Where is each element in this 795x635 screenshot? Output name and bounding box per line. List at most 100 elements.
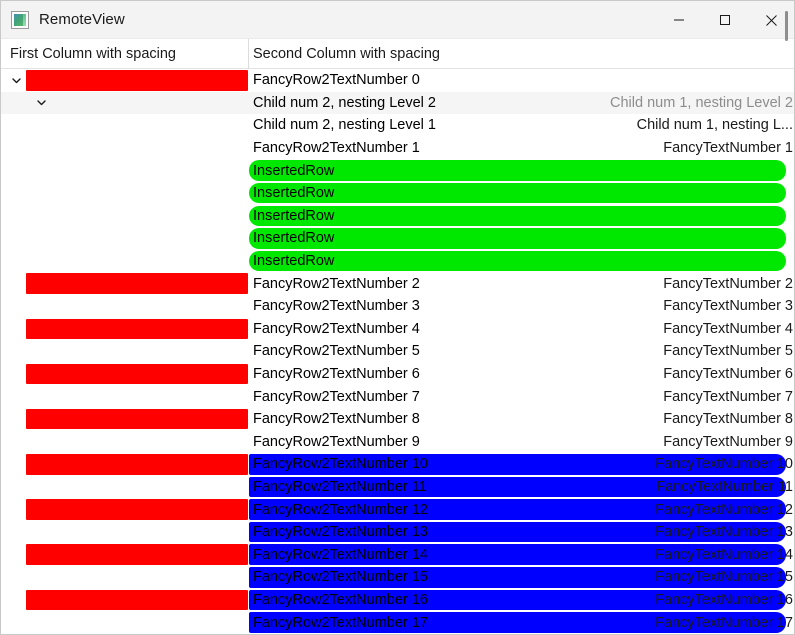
- row-highlight-col1: [26, 363, 248, 385]
- cell-col1: FancyTextNumber 5: [663, 343, 793, 360]
- row-highlight-col1: [26, 589, 248, 611]
- cell-col2: InsertedRow: [253, 253, 335, 270]
- cell-col2: InsertedRow: [253, 162, 335, 179]
- cell-col1: FancyTextNumber 0: [663, 72, 793, 89]
- app-icon-bar: [23, 13, 26, 26]
- cell-col2: FancyRow2TextNumber 2: [253, 275, 420, 292]
- cell-col1: FancyTextNumber 3: [663, 298, 793, 315]
- chevron-down-icon[interactable]: [34, 92, 48, 115]
- cell-col2: Child num 2, nesting Level 1: [253, 117, 436, 134]
- chevron-down-icon[interactable]: [9, 69, 23, 92]
- title-bar: RemoteView: [1, 1, 794, 39]
- cell-col2: FancyRow2TextNumber 1: [253, 140, 420, 157]
- table-row[interactable]: FancyTextNumber 4 FancyRow2TextNumber 4: [1, 318, 794, 341]
- cell-col2: Child num 2, nesting Level 2: [253, 94, 436, 111]
- cell-col2: FancyRow2TextNumber 15: [253, 569, 428, 586]
- table-row[interactable]: FancyTextNumber 1 FancyRow2TextNumber 1: [1, 137, 794, 160]
- cell-col1: FancyTextNumber 11: [656, 478, 793, 495]
- cell-col2: FancyRow2TextNumber 10: [253, 456, 428, 473]
- table-row[interactable]: FancyTextNumber 9 FancyRow2TextNumber 9: [1, 431, 794, 454]
- table-row[interactable]: FancyTextNumber 3 FancyRow2TextNumber 3: [1, 295, 794, 318]
- table-row[interactable]: FancyTextNumber 7 FancyRow2TextNumber 7: [1, 385, 794, 408]
- cell-col1: FancyTextNumber 7: [663, 388, 793, 405]
- app-icon-block: [14, 13, 23, 26]
- table-row[interactable]: FancyTextNumber 11 FancyRow2TextNumber 11: [1, 476, 794, 499]
- maximize-icon: [719, 14, 731, 26]
- table-row[interactable]: Child num 1, nesting Level 2 Child num 2,…: [1, 91, 794, 115]
- table-row[interactable]: FancyTextNumber 10 FancyRow2TextNumber 10: [1, 453, 794, 476]
- cell-col2: InsertedRow: [253, 230, 335, 247]
- column-header-first[interactable]: First Column with spacing: [10, 46, 176, 62]
- table-row[interactable]: FancyTextNumber 2 FancyRow2TextNumber 2: [1, 272, 794, 295]
- table-row[interactable]: FancyTextNumber 16 FancyRow2TextNumber 16: [1, 589, 794, 612]
- row-highlight-col2: [249, 250, 786, 272]
- row-highlight-col2: [249, 612, 786, 633]
- scrollbar-thumb[interactable]: [785, 11, 788, 41]
- table-row[interactable]: FancyTextNumber 8 FancyRow2TextNumber 8: [1, 408, 794, 431]
- cell-col1: FancyTextNumber 14: [655, 546, 793, 563]
- cell-col1: FancyTextNumber 8: [663, 411, 793, 428]
- cell-col2: InsertedRow: [253, 185, 335, 202]
- cell-col2: InsertedRow: [253, 207, 335, 224]
- cell-col1: FancyTextNumber 10: [655, 456, 793, 473]
- table-row[interactable]: InsertedRow: [1, 227, 794, 250]
- table-row[interactable]: InsertedRow: [1, 250, 794, 273]
- row-highlight-col2: [249, 544, 786, 565]
- minimize-icon: [673, 14, 685, 26]
- row-highlight-col2: [249, 589, 786, 611]
- row-highlight-col1: [26, 454, 248, 475]
- row-highlight-col2: [249, 228, 786, 249]
- cell-col2: FancyRow2TextNumber 12: [253, 501, 428, 518]
- cell-col1: FancyTextNumber 1: [663, 140, 793, 157]
- row-highlight-col1: [26, 499, 248, 520]
- close-icon: [765, 14, 778, 27]
- app-image-icon: [11, 10, 29, 29]
- cell-col1: FancyTextNumber 2: [663, 275, 793, 292]
- close-button[interactable]: [748, 1, 794, 39]
- cell-col2: FancyRow2TextNumber 8: [253, 411, 420, 428]
- row-highlight-col1: [26, 318, 248, 340]
- table-row[interactable]: Child num 1, nesting L... Child num 2, ne…: [1, 114, 794, 137]
- table-row[interactable]: FancyTextNumber 13 FancyRow2TextNumber 13: [1, 521, 794, 544]
- cell-col2: FancyRow2TextNumber 13: [253, 524, 428, 541]
- cell-col1: FancyTextNumber 16: [655, 591, 793, 608]
- cell-col2: FancyRow2TextNumber 7: [253, 388, 420, 405]
- table-row[interactable]: FancyTextNumber 14 FancyRow2TextNumber 14: [1, 543, 794, 566]
- row-highlight-col2: [249, 476, 786, 498]
- table-row[interactable]: FancyTextNumber 12 FancyRow2TextNumber 12: [1, 498, 794, 521]
- cell-col1: FancyTextNumber 6: [663, 366, 793, 383]
- cell-col1: Child num 1, nesting L...: [636, 117, 793, 134]
- row-highlight-col2: [249, 182, 786, 204]
- table-row[interactable]: FancyTextNumber 0 FancyRow2TextNumber 0: [1, 69, 794, 92]
- table-row[interactable]: FancyTextNumber 5 FancyRow2TextNumber 5: [1, 340, 794, 363]
- vertical-scrollbar[interactable]: [782, 3, 792, 632]
- table-row[interactable]: InsertedRow: [1, 182, 794, 205]
- row-highlight-col2: [249, 454, 786, 475]
- tree-list-body: FancyTextNumber 0 FancyRow2TextNumber 0 Ch…: [1, 69, 794, 634]
- row-highlight-col2: [249, 160, 786, 181]
- row-highlight-col2: [249, 521, 786, 543]
- row-highlight-col2: [249, 205, 786, 227]
- cell-col2: FancyRow2TextNumber 14: [253, 546, 428, 563]
- table-row[interactable]: FancyTextNumber 15 FancyRow2TextNumber 15: [1, 566, 794, 589]
- cell-col1: FancyTextNumber 4: [663, 320, 793, 337]
- row-highlight-col1: [26, 408, 248, 430]
- cell-col2: FancyRow2TextNumber 0: [253, 72, 420, 89]
- cell-col2: FancyRow2TextNumber 17: [253, 614, 428, 631]
- cell-col2: FancyRow2TextNumber 4: [253, 320, 420, 337]
- maximize-button[interactable]: [702, 1, 748, 39]
- cell-col1: FancyTextNumber 15: [655, 569, 793, 586]
- cell-col2: FancyRow2TextNumber 16: [253, 591, 428, 608]
- row-highlight-col2: [249, 567, 786, 588]
- column-header-row: First Column with spacing Second Column …: [1, 39, 794, 69]
- cell-col2: FancyRow2TextNumber 9: [253, 433, 420, 450]
- column-divider[interactable]: [248, 39, 249, 69]
- table-row[interactable]: InsertedRow: [1, 159, 794, 182]
- table-row[interactable]: FancyTextNumber 17 FancyRow2TextNumber 17: [1, 611, 794, 634]
- column-header-second[interactable]: Second Column with spacing: [253, 46, 440, 62]
- row-highlight-col1: [26, 273, 248, 294]
- minimize-button[interactable]: [656, 1, 702, 39]
- table-row[interactable]: FancyTextNumber 6 FancyRow2TextNumber 6: [1, 363, 794, 386]
- table-row[interactable]: InsertedRow: [1, 205, 794, 228]
